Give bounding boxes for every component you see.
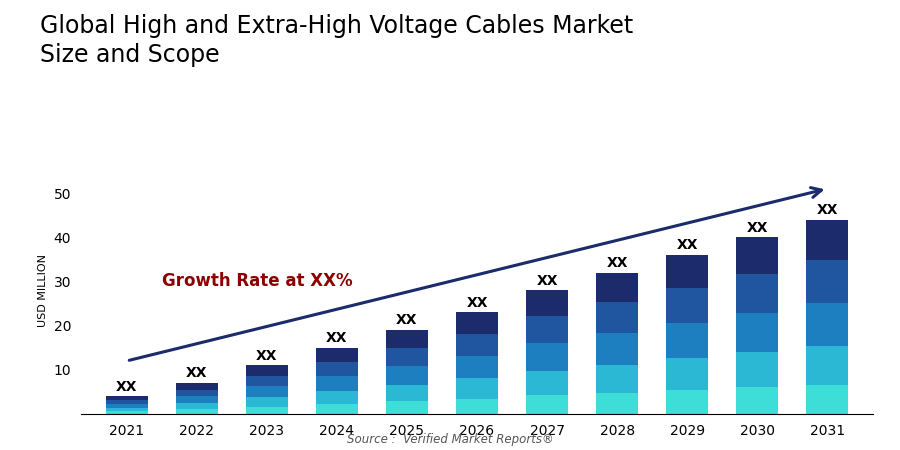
Bar (386, 401, 427, 414)
Text: XX: XX (607, 256, 628, 270)
Bar (526, 316, 568, 343)
Bar (596, 302, 638, 333)
Bar (666, 288, 708, 323)
Bar (736, 313, 778, 352)
Bar (386, 348, 427, 366)
Text: XX: XX (466, 296, 488, 310)
Bar (246, 365, 288, 376)
Text: XX: XX (536, 274, 558, 288)
Text: Source :  Verified Market Reports®: Source : Verified Market Reports® (346, 432, 554, 446)
Text: XX: XX (396, 313, 418, 328)
Bar (806, 261, 849, 303)
Bar (666, 323, 708, 358)
Text: XX: XX (116, 380, 138, 394)
Text: XX: XX (677, 238, 698, 252)
Bar (105, 404, 148, 408)
Bar (316, 404, 358, 414)
Bar (666, 255, 708, 288)
Bar (736, 237, 778, 274)
Bar (736, 352, 778, 387)
Bar (596, 364, 638, 393)
Text: XX: XX (186, 366, 207, 380)
Bar (456, 356, 498, 378)
Bar (386, 385, 427, 401)
Bar (806, 303, 849, 346)
Bar (736, 387, 778, 414)
Bar (806, 385, 849, 414)
Bar (456, 378, 498, 399)
Bar (736, 274, 778, 313)
Bar (456, 312, 498, 334)
Bar (526, 371, 568, 396)
Bar (596, 333, 638, 364)
Bar (105, 408, 148, 411)
Bar (176, 410, 218, 414)
Bar (176, 383, 218, 390)
Bar (246, 376, 288, 386)
Bar (666, 390, 708, 414)
Bar (596, 273, 638, 302)
Bar (316, 348, 358, 362)
Text: XX: XX (256, 349, 277, 363)
Bar (176, 390, 218, 396)
Bar (526, 396, 568, 414)
Bar (806, 346, 849, 385)
Bar (176, 403, 218, 410)
Text: Growth Rate at XX%: Growth Rate at XX% (162, 272, 352, 290)
Bar (316, 391, 358, 404)
Bar (666, 358, 708, 390)
Bar (526, 343, 568, 371)
Bar (456, 399, 498, 414)
Text: XX: XX (816, 203, 838, 217)
Bar (105, 396, 148, 400)
Bar (596, 393, 638, 414)
Text: Global High and Extra-High Voltage Cables Market
Size and Scope: Global High and Extra-High Voltage Cable… (40, 14, 634, 67)
Bar (246, 397, 288, 407)
Bar (246, 407, 288, 414)
Bar (526, 290, 568, 316)
Text: XX: XX (326, 331, 347, 345)
Bar (316, 362, 358, 376)
Bar (386, 366, 427, 385)
Bar (176, 396, 218, 403)
Bar (105, 411, 148, 414)
Bar (316, 376, 358, 391)
Bar (456, 334, 498, 356)
Bar (806, 220, 849, 261)
Bar (246, 386, 288, 397)
Bar (386, 330, 427, 348)
Y-axis label: USD MILLION: USD MILLION (38, 254, 48, 327)
Bar (105, 400, 148, 404)
Text: XX: XX (747, 220, 768, 234)
